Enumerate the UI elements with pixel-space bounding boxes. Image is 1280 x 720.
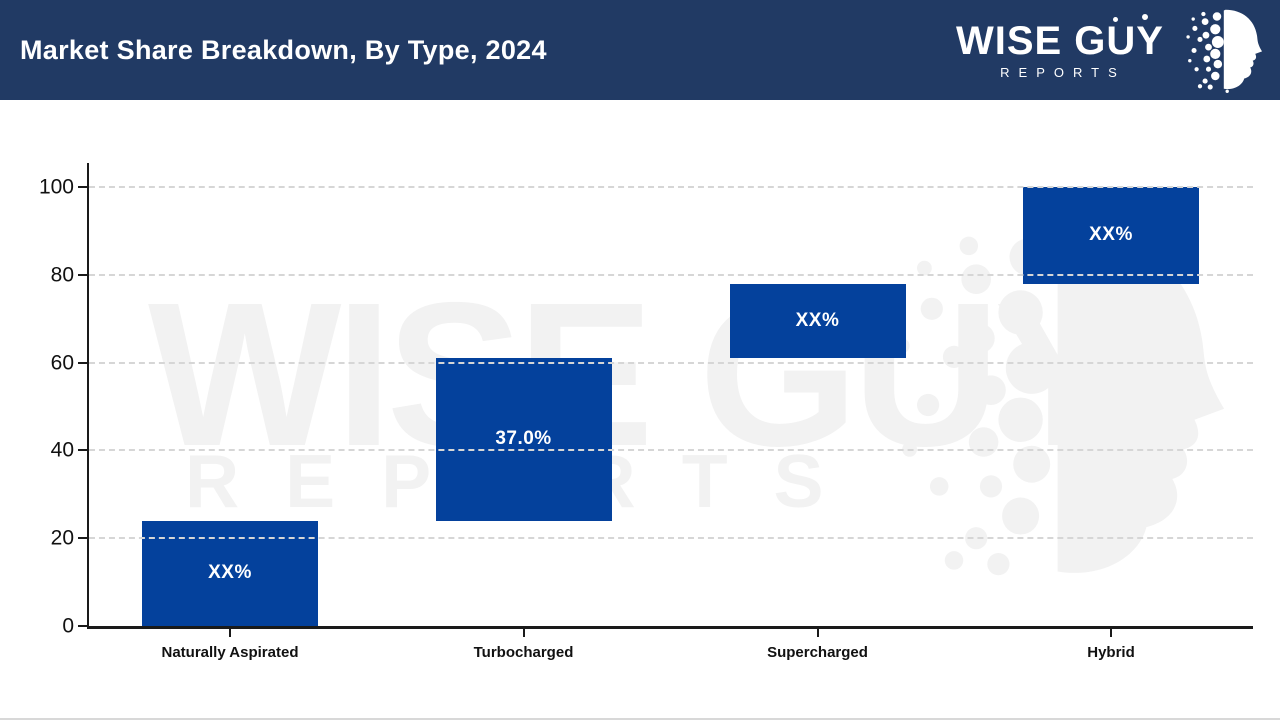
gridline-100 [89, 186, 1253, 188]
bar-value-label-supercharged: XX% [795, 309, 840, 331]
bar-value-label-naturally-aspirated: XX% [208, 562, 252, 584]
y-tick-80 [78, 273, 88, 276]
x-tick-turbocharged [522, 629, 525, 637]
logo-text: WISE GUY REPORTS [955, 13, 1164, 80]
wiseguy-face-icon [1186, 9, 1263, 93]
bar-hybrid [1023, 187, 1199, 284]
bar-supercharged [729, 283, 906, 359]
y-tick-label-40: 40 [50, 438, 74, 462]
wise-guy-reports-logo: WISE GUY REPORTS [956, 0, 1280, 100]
x-axis-line [87, 626, 1253, 629]
header-band: Market Share Breakdown, By Type, 2024 WI… [0, 0, 1280, 100]
y-tick-40 [78, 449, 88, 452]
y-tick-20 [78, 537, 88, 540]
bar-value-label-hybrid: XX% [1089, 224, 1133, 246]
gridline-60 [89, 361, 1253, 364]
y-axis-line [87, 163, 89, 628]
y-tick-label-0: 0 [62, 614, 74, 638]
logo-dot-icon [1113, 16, 1118, 22]
y-tick-60 [78, 361, 88, 364]
gridline-40 [89, 449, 1253, 452]
gridline-80 [89, 273, 1253, 276]
y-tick-label-60: 60 [50, 351, 74, 375]
x-tick-label-hybrid: Hybrid [1087, 644, 1135, 661]
y-tick-100 [78, 186, 88, 188]
logo-dot-icon [1142, 13, 1148, 20]
bar-turbocharged [435, 358, 612, 521]
logo-wordmark: WISE GUY [955, 18, 1164, 63]
chart-area: WISE GUY REPORTS [0, 100, 1280, 718]
watermark-face-icon [894, 227, 1225, 576]
bar-value-label-turbocharged: 37.0% [495, 428, 552, 450]
logo-subtitle: REPORTS [1000, 64, 1126, 80]
y-tick-label-80: 80 [50, 263, 74, 287]
x-tick-label-naturally-aspirated: Naturally Aspirated [161, 644, 299, 661]
page-title: Market Share Breakdown, By Type, 2024 [20, 34, 547, 65]
x-tick-label-turbocharged: Turbocharged [473, 644, 574, 661]
y-tick-label-20: 20 [50, 526, 74, 550]
x-tick-naturally-aspirated [229, 629, 231, 637]
y-tick-label-100: 100 [38, 175, 74, 199]
gridline-20 [89, 537, 1253, 540]
x-tick-supercharged [816, 629, 819, 637]
y-tick-0 [78, 625, 88, 627]
x-tick-label-supercharged: Supercharged [767, 644, 868, 661]
x-tick-hybrid [1110, 629, 1112, 637]
